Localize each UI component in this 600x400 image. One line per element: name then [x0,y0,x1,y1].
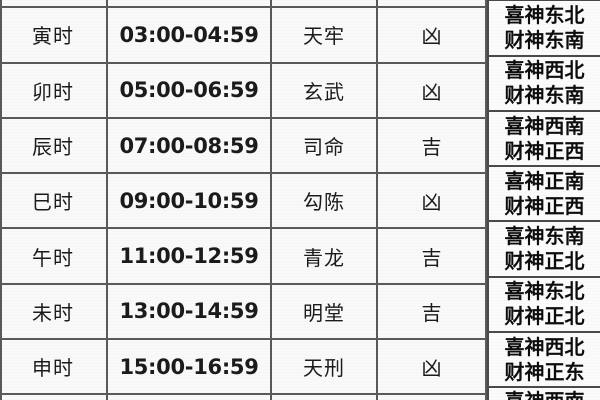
table-row[interactable]: 午时 11:00-12:59 青龙 吉 [0,227,487,283]
cell-time: 03:00-04:59 [108,8,272,62]
cell-hour: 未时 [0,284,108,339]
cell-luck: 凶 [378,340,487,394]
cell-luck: 凶 [378,63,487,117]
table-row[interactable]: 申时 15:00-16:59 天刑 凶 [0,338,487,394]
direction-line-xishen: 喜神东北 [504,279,585,304]
cell-time: 15:00-16:59 [108,340,272,394]
table-row[interactable]: 未时 13:00-14:59 明堂 吉 [0,282,487,339]
cell-deity: 天刑 [272,340,378,394]
cell-luck: 凶 [378,8,487,62]
cell-hour [0,0,108,7]
cell-deity [272,395,378,400]
table-row[interactable]: 辰时 07:00-08:59 司命 吉 [0,116,487,173]
cell-luck [378,395,487,400]
direction-line-caishen: 财神正东 [504,359,585,384]
table-row[interactable]: 卯时 05:00-06:59 玄武 凶 [0,61,487,117]
direction-line-xishen: 喜神西北 [504,334,585,359]
table-left-border [0,0,2,400]
direction-cell[interactable]: 喜神西南 财神正西 [487,109,600,166]
cell-luck [378,0,487,7]
cell-time: 07:00-08:59 [108,118,272,173]
cell-hour: 寅时 [0,8,108,62]
direction-cell[interactable]: 喜神西北 财神东南 [487,54,600,110]
direction-cell-cropped-bottom[interactable]: 喜神西南 财神正东 [487,386,600,400]
direction-line-xishen: 喜神正南 [504,168,585,193]
direction-cell[interactable]: 喜神东南 财神正北 [487,220,600,276]
cell-deity: 勾陈 [272,174,378,228]
table-row[interactable]: 寅时 03:00-04:59 天牢 凶 [0,6,487,62]
direction-line-xishen: 喜神西南 [504,113,585,138]
direction-line-caishen: 财神正西 [504,138,585,163]
cell-deity: 司命 [272,118,378,173]
direction-line-xishen: 喜神西南 [505,389,585,400]
cell-hour [0,395,108,400]
cell-luck: 吉 [378,284,487,339]
cell-time [108,395,272,400]
table-row[interactable]: 巳时 09:00-10:59 勾陈 凶 [0,172,487,228]
cell-deity: 玄武 [272,63,378,117]
table-row-cropped-top[interactable] [0,0,487,7]
direction-cell[interactable]: 喜神东北 财神正北 [487,275,600,332]
cell-hour: 卯时 [0,63,108,117]
table-row-cropped-bottom[interactable] [0,393,487,400]
almanac-main-grid: 寅时 03:00-04:59 天牢 凶 卯时 05:00-06:59 玄武 凶 … [0,0,487,400]
cell-hour: 辰时 [0,118,108,173]
direction-line-xishen: 喜神西北 [504,58,585,83]
cell-hour: 申时 [0,340,108,394]
cell-time: 05:00-06:59 [108,63,272,117]
cell-deity: 青龙 [272,229,378,283]
direction-line-xishen: 喜神东北 [504,2,585,27]
cell-time: 11:00-12:59 [108,229,272,283]
cell-deity: 明堂 [272,284,378,339]
direction-line-caishen: 财神正北 [504,304,585,329]
cell-deity [272,0,378,7]
direction-line-xishen: 喜神东南 [504,224,585,249]
direction-column: 财神正北 喜神东北 财神东南 喜神西北 财神东南 喜神西南 财神正西 喜神正南 … [487,0,600,400]
cell-deity: 天牢 [272,8,378,62]
direction-cell[interactable]: 喜神东北 财神东南 [487,0,600,55]
cell-time: 09:00-10:59 [108,174,272,228]
direction-line-caishen: 财神东南 [504,27,585,52]
direction-line-caishen: 财神正西 [504,193,585,218]
cell-time: 13:00-14:59 [108,284,272,339]
cell-luck: 吉 [378,118,487,173]
direction-line-caishen: 财神正北 [504,249,585,274]
direction-line-caishen: 财神东南 [504,83,585,108]
cell-luck: 吉 [378,229,487,283]
cell-hour: 巳时 [0,174,108,228]
direction-cell[interactable]: 喜神正南 财神正西 [487,165,600,221]
cell-time [108,0,272,7]
direction-cell[interactable]: 喜神西北 财神正东 [487,331,600,387]
cell-luck: 凶 [378,174,487,228]
cell-hour: 午时 [0,229,108,283]
